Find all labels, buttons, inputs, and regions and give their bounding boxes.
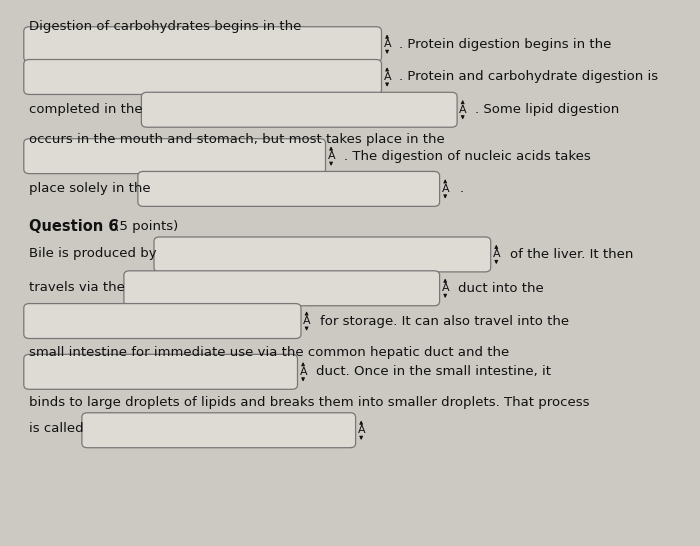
Text: A: A [442,283,449,293]
FancyBboxPatch shape [24,27,382,62]
Text: A: A [300,367,307,377]
Text: of the liver. It then: of the liver. It then [510,248,633,261]
Text: duct into the: duct into the [458,282,545,295]
FancyBboxPatch shape [24,60,382,94]
Text: for storage. It can also travel into the: for storage. It can also travel into the [320,314,569,328]
Text: small intestine for immediate use via the common hepatic duct and the: small intestine for immediate use via th… [29,346,510,359]
Text: is called: is called [29,422,84,435]
Text: place solely in the: place solely in the [29,182,151,195]
Text: occurs in the mouth and stomach, but most takes place in the: occurs in the mouth and stomach, but mos… [29,133,445,146]
Text: completed in the: completed in the [29,103,143,116]
Text: A: A [303,316,311,326]
FancyBboxPatch shape [124,271,440,306]
Text: A: A [493,250,500,259]
Text: A: A [442,184,449,194]
Text: (5 points): (5 points) [110,220,178,233]
Text: binds to large droplets of lipids and breaks them into smaller droplets. That pr: binds to large droplets of lipids and br… [29,396,590,410]
Text: A: A [384,39,391,49]
FancyBboxPatch shape [24,304,301,339]
Text: travels via the: travels via the [29,281,125,294]
Text: Question 6: Question 6 [29,219,119,234]
Text: . Some lipid digestion: . Some lipid digestion [475,103,619,116]
Text: duct. Once in the small intestine, it: duct. Once in the small intestine, it [316,365,552,378]
FancyBboxPatch shape [154,237,491,272]
Text: . The digestion of nucleic acids takes: . The digestion of nucleic acids takes [344,150,591,163]
Text: Bile is produced by: Bile is produced by [29,247,157,260]
FancyBboxPatch shape [24,354,298,389]
Text: . Protein digestion begins in the: . Protein digestion begins in the [399,38,611,51]
Text: A: A [384,72,391,82]
Text: . Protein and carbohydrate digestion is: . Protein and carbohydrate digestion is [399,70,658,84]
FancyBboxPatch shape [82,413,356,448]
Text: .: . [459,182,463,195]
FancyBboxPatch shape [24,139,326,174]
FancyBboxPatch shape [138,171,440,206]
FancyBboxPatch shape [141,92,457,127]
Text: A: A [358,425,365,435]
Text: A: A [459,105,467,115]
Text: Digestion of carbohydrates begins in the: Digestion of carbohydrates begins in the [29,20,302,33]
Text: A: A [328,151,335,161]
